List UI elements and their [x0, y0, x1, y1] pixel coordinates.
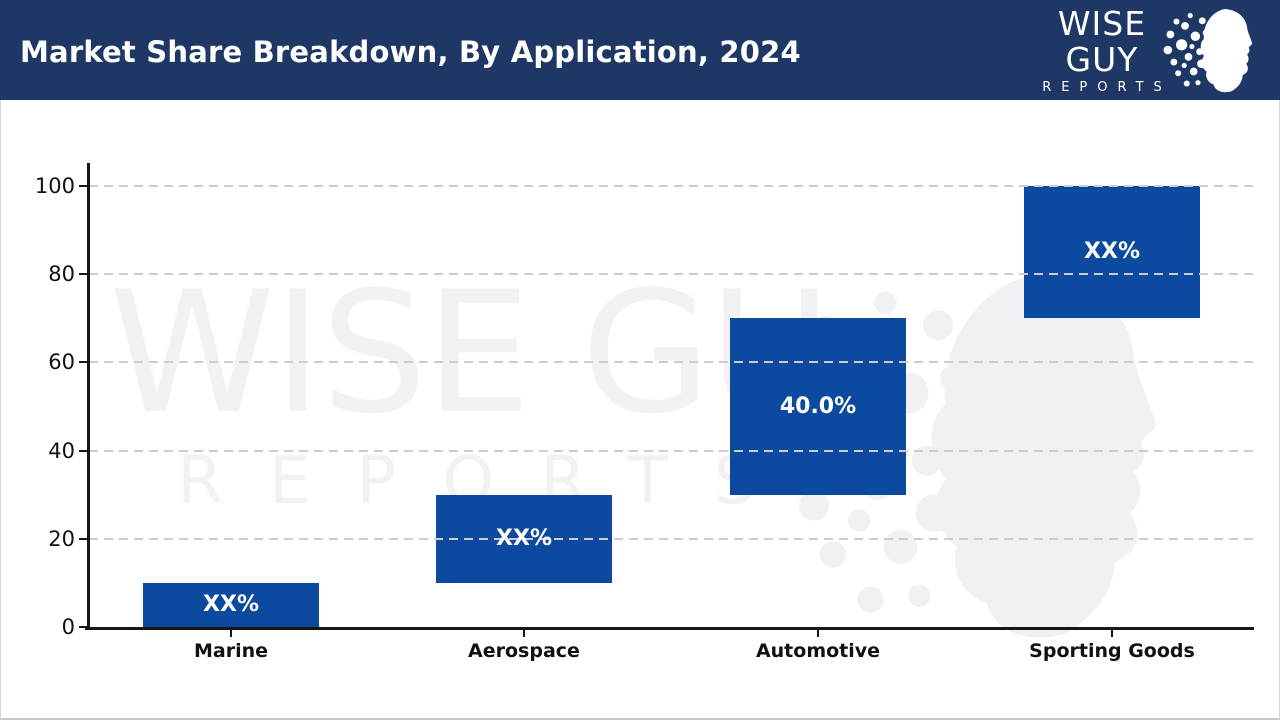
y-tick-label: 40: [48, 438, 75, 463]
header-bar: Market Share Breakdown, By Application, …: [0, 0, 1280, 100]
y-tick-mark: [79, 626, 88, 628]
bar-automotive: [730, 318, 906, 495]
y-tick-mark: [79, 449, 88, 452]
wiseguy-logo-text: WISE GUY REPORTS: [1022, 3, 1182, 95]
y-tick-mark: [79, 361, 88, 364]
y-tick-label: 100: [34, 174, 75, 198]
gridline-20: [89, 537, 1254, 540]
bar-value-label: XX%: [203, 591, 259, 617]
y-tick-label: 80: [48, 262, 75, 287]
x-category-label: Automotive: [755, 640, 881, 662]
x-category-label: Sporting Goods: [1029, 640, 1195, 662]
bar-value-label: XX%: [496, 525, 552, 551]
bar-value-label: XX%: [1084, 239, 1140, 265]
gridline-40: [89, 449, 1254, 452]
logo-subtext: REPORTS: [1042, 79, 1172, 95]
gridline-80: [89, 273, 1254, 276]
x-tick-mark: [817, 630, 819, 637]
bar-marine: [143, 582, 319, 627]
y-tick-mark: [79, 273, 88, 276]
watermark-text: WISE GU: [109, 255, 832, 451]
page-title: Market Share Breakdown, By Application, …: [20, 35, 801, 69]
wiseguy-logo: WISE GUY REPORTS: [1022, 3, 1272, 95]
x-tick-mark: [523, 630, 525, 637]
bar-sporting-goods: [1024, 186, 1200, 319]
wiseguy-head-icon: [1163, 9, 1253, 93]
y-tick-mark: [79, 537, 88, 540]
y-tick-label: 60: [48, 350, 75, 375]
x-tick-mark: [1111, 630, 1113, 637]
y-tick-label: 20: [48, 526, 75, 551]
bar-value-label: 40.0%: [779, 393, 857, 419]
y-tick-label: 0: [61, 615, 75, 639]
x-axis-line: [85, 627, 1254, 630]
y-tick-mark: [79, 185, 88, 187]
x-tick-mark: [230, 630, 232, 637]
gridline-60: [89, 361, 1254, 364]
y-axis-line: [87, 163, 90, 630]
chart-canvas: WISE GU REPORTS XX% XX% 40.0% XX% 0 20 40 60 80 1…: [0, 100, 1280, 720]
logo-wordmark: WISE GUY: [1057, 3, 1147, 79]
x-category-label: Aerospace: [468, 640, 580, 662]
gridline-100: [89, 185, 1254, 187]
x-category-label: Marine: [193, 640, 269, 662]
